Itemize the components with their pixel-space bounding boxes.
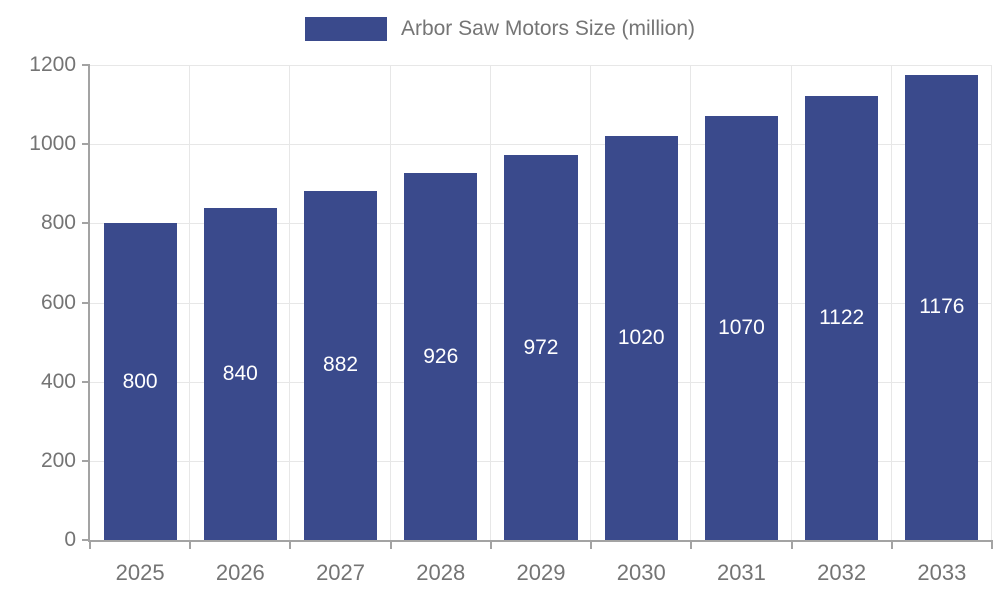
y-axis-tick (82, 222, 90, 225)
x-axis-tick (89, 540, 91, 549)
x-axis-tick (389, 540, 392, 549)
gridline-vertical (489, 65, 491, 540)
y-tick-label: 0 (64, 528, 76, 551)
x-tick-label: 2028 (416, 560, 466, 585)
legend-label[interactable]: Arbor Saw Motors Size (million) (400, 17, 696, 40)
bar-value-label: 840 (222, 361, 258, 385)
y-tick-label: 400 (40, 369, 76, 393)
x-tick-label: 2030 (616, 560, 666, 585)
bar-2033: 1176 (905, 74, 979, 540)
bar-2032: 1122 (805, 95, 879, 540)
bar-value-label: 1176 (919, 295, 965, 319)
y-axis-tick (82, 143, 90, 146)
bar-value-label: 926 (423, 344, 459, 368)
bar-2026: 840 (203, 207, 277, 540)
gridline-vertical (790, 65, 792, 540)
gridline-vertical (389, 65, 391, 540)
x-tick-label: 2032 (817, 560, 867, 585)
gridline-vertical (590, 65, 592, 540)
bar-value-label: 972 (523, 335, 559, 359)
x-tick-label: 2027 (316, 560, 366, 585)
gridline-vertical (690, 65, 692, 540)
x-tick-label: 2033 (917, 560, 967, 585)
bar-value-label: 800 (122, 369, 158, 393)
x-axis-tick (790, 540, 793, 549)
bar-2027: 882 (303, 190, 378, 540)
x-axis-tick (489, 540, 492, 549)
bar-value-label: 1122 (819, 305, 865, 329)
gridline-vertical (991, 65, 992, 540)
bar-value-label: 1020 (617, 326, 665, 350)
legend-swatch[interactable] (304, 17, 387, 41)
x-tick-label: 2025 (115, 560, 165, 585)
y-axis-tick (82, 301, 90, 304)
y-axis-tick (82, 539, 90, 541)
x-tick-label: 2029 (516, 560, 566, 585)
bar-2025: 800 (103, 223, 177, 540)
y-tick-label: 200 (40, 448, 76, 472)
bar-2028: 926 (404, 173, 478, 540)
x-tick-label: 2026 (215, 560, 265, 585)
gridline-vertical (890, 65, 892, 540)
x-axis-tick (189, 540, 192, 549)
bar-2031: 1070 (704, 116, 779, 540)
x-axis-tick (890, 540, 893, 549)
x-axis-tick (991, 540, 993, 549)
y-tick-label: 600 (40, 290, 76, 314)
bar-value-label: 882 (323, 353, 359, 377)
x-axis-tick (590, 540, 593, 549)
x-tick-label: 2031 (716, 560, 766, 585)
bar-2030: 1020 (604, 136, 678, 540)
gridline-horizontal (90, 65, 992, 66)
y-tick-label: 1000 (29, 132, 76, 156)
y-tick-label: 1200 (29, 53, 76, 76)
bar-2029: 972 (504, 155, 578, 540)
gridline-vertical (289, 65, 291, 540)
bar-value-label: 1070 (718, 316, 765, 340)
gridline-vertical (189, 65, 191, 540)
y-axis-tick (82, 459, 90, 462)
y-tick-label: 800 (40, 211, 76, 235)
y-axis-tick (82, 380, 90, 383)
x-axis-tick (690, 540, 693, 549)
gridline-horizontal (90, 144, 992, 146)
y-axis-tick (82, 64, 90, 66)
plot-area: 0 200 400 600 800 1000 1200 800 2025 840 2026 882 20… (29, 53, 993, 585)
x-axis-tick (289, 540, 292, 549)
legend[interactable]: Arbor Saw Motors Size (million) (0, 17, 1000, 41)
